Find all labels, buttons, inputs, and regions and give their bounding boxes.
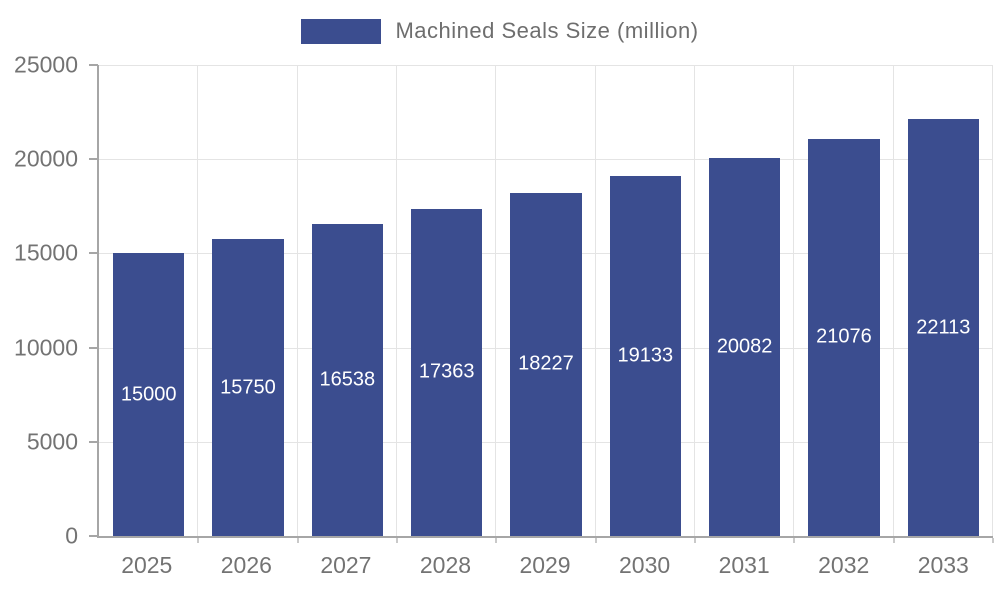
bar-value-label: 20082 (716, 335, 773, 358)
x-axis-label-2027: 2027 (320, 552, 372, 578)
gridline-vertical (296, 65, 298, 536)
bar-2027[interactable]: 16538 (311, 224, 384, 536)
bar-2030[interactable]: 19133 (609, 175, 682, 536)
bar-slot-2026: 15750 (198, 65, 297, 536)
bar-value-label: 18227 (518, 352, 574, 375)
bar-value-label: 17363 (418, 360, 475, 383)
x-axis-label-2030: 2030 (619, 552, 671, 578)
y-axis-tick (89, 158, 98, 161)
bar-2031[interactable]: 20082 (708, 157, 781, 536)
gridline-vertical (793, 65, 795, 536)
y-axis-tick-label: 25000 (14, 51, 78, 78)
gridline-vertical (197, 65, 199, 536)
y-axis-tick (89, 535, 98, 537)
bar-value-label: 22113 (916, 316, 971, 339)
x-axis-tick (992, 538, 994, 543)
y-axis-tick (89, 252, 98, 255)
bar-slot-2031: 20082 (695, 65, 794, 536)
x-axis-tick (296, 538, 299, 543)
legend[interactable]: Machined Seals Size (million) (0, 18, 1000, 44)
bar-value-label: 15750 (220, 376, 276, 399)
x-axis-tick (693, 538, 696, 543)
bar-2028[interactable]: 17363 (410, 208, 483, 536)
bar-slot-2033: 22113 (894, 65, 993, 536)
bar-2025[interactable]: 15000 (112, 253, 185, 536)
gridline-vertical (892, 65, 894, 536)
x-axis-label-2031: 2031 (718, 552, 770, 578)
y-axis-tick (89, 346, 98, 349)
legend-swatch (301, 18, 382, 44)
bar-value-label: 21076 (816, 325, 872, 348)
y-axis-tick-label: 15000 (14, 239, 78, 266)
gridline-vertical (992, 65, 993, 536)
y-axis-tick-label: 0 (65, 522, 78, 549)
bar-slot-2029: 18227 (496, 65, 595, 536)
gridline-vertical (594, 65, 596, 536)
gridline-horizontal (99, 159, 993, 161)
x-axis-label-2025: 2025 (121, 552, 173, 578)
bar-slot-2028: 17363 (397, 65, 496, 536)
y-axis-tick (89, 64, 98, 66)
x-axis-label-2026: 2026 (220, 552, 272, 578)
bar-2033[interactable]: 22113 (907, 119, 980, 536)
bar-value-label: 16538 (319, 368, 376, 391)
gridline-vertical (693, 65, 695, 536)
gridline-horizontal (99, 65, 993, 66)
bar-value-label: 19133 (617, 344, 674, 367)
gridline-vertical (495, 65, 497, 536)
bar-2029[interactable]: 18227 (510, 192, 582, 536)
bar-value-label: 15000 (120, 383, 177, 406)
x-axis-label-2028: 2028 (419, 552, 472, 578)
x-axis-tick (395, 538, 398, 543)
x-axis-label-2033: 2033 (917, 552, 969, 578)
x-axis-tick (892, 538, 895, 543)
y-axis-tick-label: 10000 (14, 334, 78, 361)
x-axis-label-2029: 2029 (519, 552, 571, 578)
y-axis-tick (89, 440, 98, 443)
x-axis-tick (197, 538, 200, 543)
x-axis-tick (594, 538, 597, 543)
bar-slot-2025: 15000 (99, 65, 198, 536)
y-axis-tick-label: 20000 (14, 145, 78, 172)
gridline-vertical (395, 65, 397, 536)
x-axis-labels: 2025 2026 2027 2028 2029 2030 2031 2032 2033 (97, 552, 993, 579)
plot-area: 0 5000 10000 15000 20000 25000 15000 15750 16538… (14, 52, 994, 549)
bar-2026[interactable]: 15750 (212, 239, 284, 536)
bar-series: 15000 15750 16538 17363 18227 19133 20082 21076… (99, 65, 993, 536)
x-axis-tick (495, 538, 498, 543)
bar-slot-2030: 19133 (596, 65, 695, 536)
bar-2032[interactable]: 21076 (808, 138, 880, 536)
bar-slot-2032: 21076 (794, 65, 893, 536)
bar-slot-2027: 16538 (298, 65, 397, 536)
x-axis-label-2032: 2032 (818, 552, 870, 578)
legend-label: Machined Seals Size (million) (395, 18, 699, 43)
y-axis-tick-label: 5000 (26, 428, 78, 455)
x-axis-tick (793, 538, 796, 543)
